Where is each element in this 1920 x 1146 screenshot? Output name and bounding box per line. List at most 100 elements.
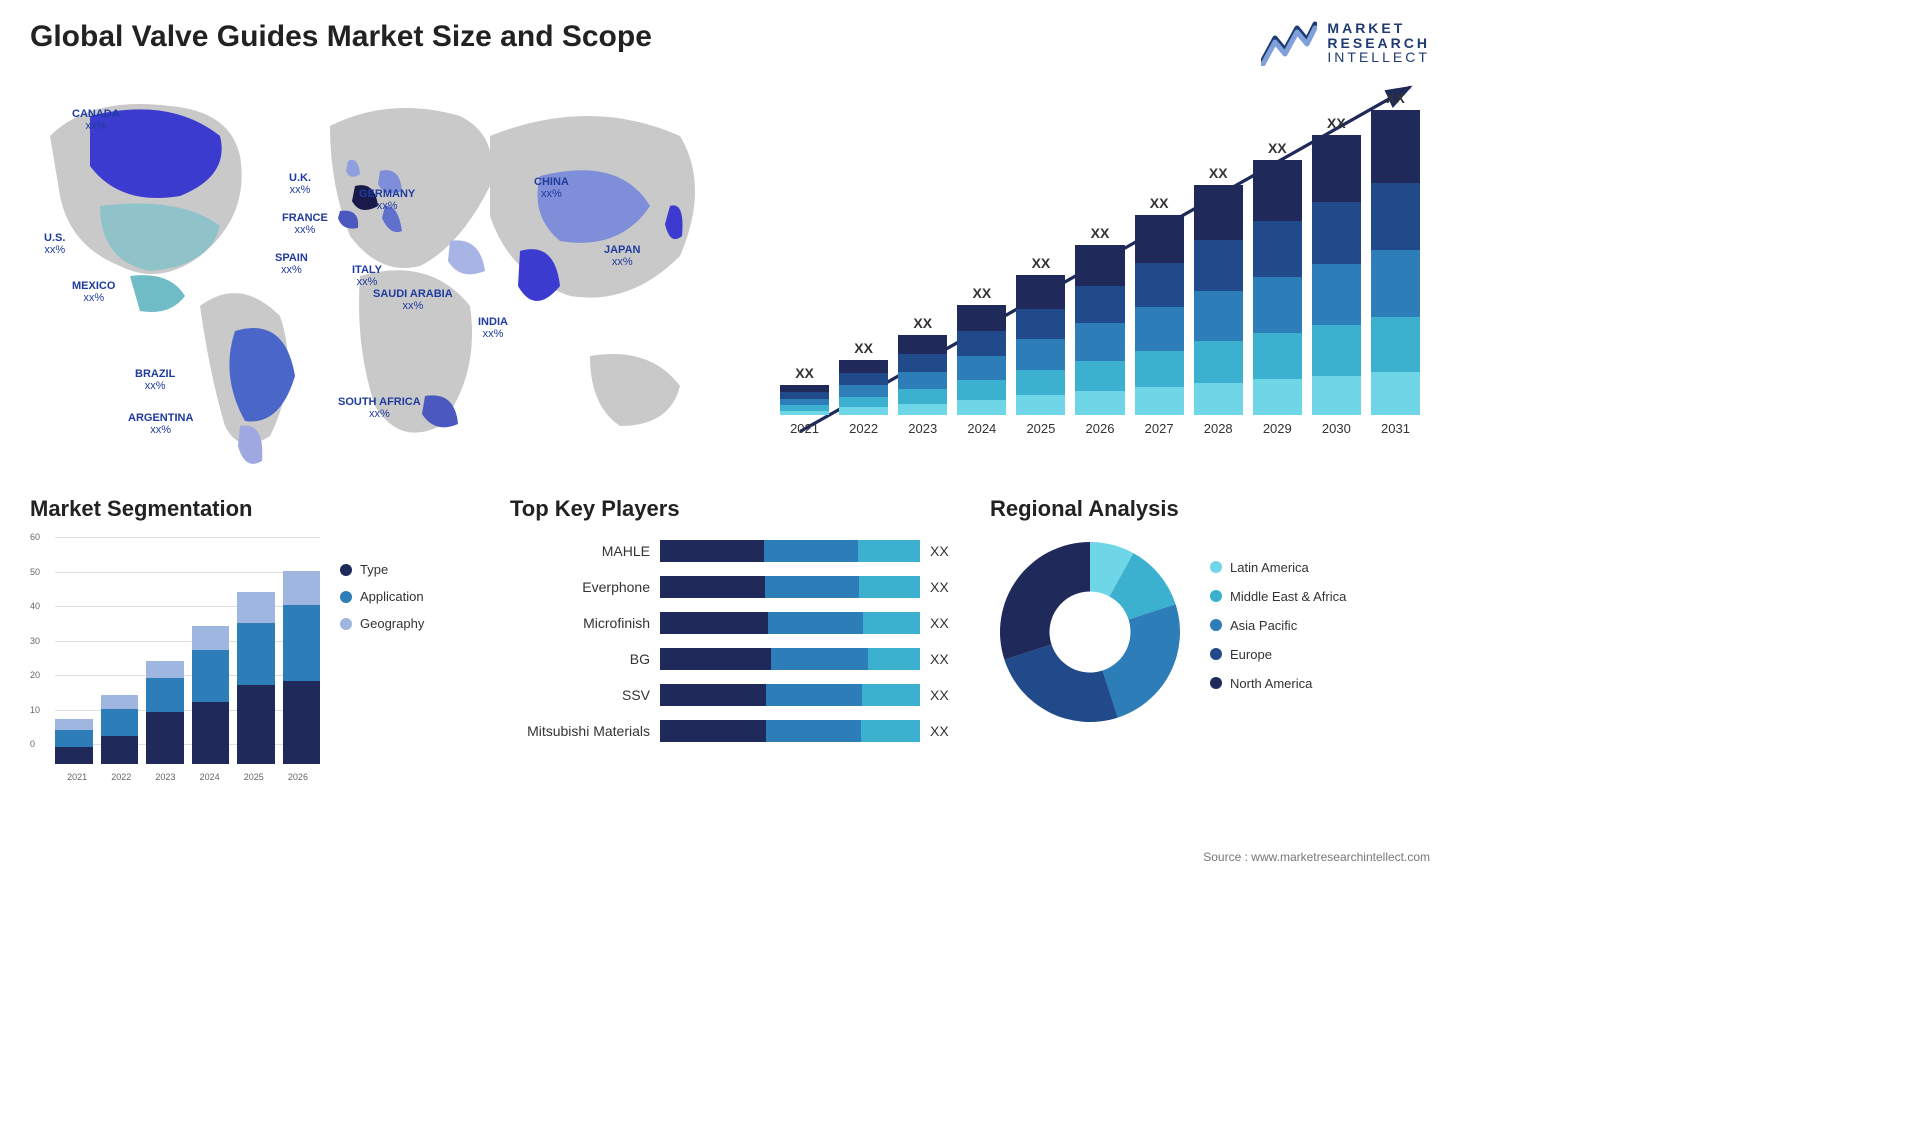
legend-label: Type	[360, 562, 388, 577]
kp-segment	[861, 720, 920, 742]
seg-y-tick: 50	[30, 567, 40, 577]
forecast-value-label: XX	[795, 365, 814, 381]
forecast-seg	[957, 380, 1006, 400]
kp-segment	[862, 684, 920, 706]
regional-legend-item: Europe	[1210, 647, 1430, 662]
seg-y-tick: 10	[30, 705, 40, 715]
forecast-seg	[1135, 307, 1184, 351]
seg-segment	[283, 681, 321, 764]
seg-y-tick: 40	[30, 601, 40, 611]
seg-y-tick: 0	[30, 739, 35, 749]
map-label-france: FRANCExx%	[282, 212, 328, 236]
seg-segment	[237, 685, 275, 764]
legend-label: Europe	[1230, 647, 1272, 662]
seg-segment	[101, 736, 139, 764]
seg-x-tick: 2026	[276, 772, 320, 782]
key-player-name: Mitsubishi Materials	[510, 723, 660, 739]
brand-line2: RESEARCH	[1327, 36, 1430, 51]
regional-legend: Latin America Middle East & Africa Asia Pa…	[1210, 560, 1430, 705]
world-map: CANADAxx%U.S.xx%MEXICOxx%BRAZILxx%ARGENT…	[30, 76, 730, 476]
regional-title: Regional Analysis	[990, 496, 1430, 522]
key-player-row: SSVXX	[510, 681, 950, 709]
forecast-seg	[1075, 391, 1124, 415]
forecast-seg	[898, 354, 947, 372]
forecast-seg	[957, 400, 1006, 415]
key-player-row: EverphoneXX	[510, 573, 950, 601]
forecast-seg	[1312, 202, 1361, 264]
forecast-seg	[1016, 309, 1065, 340]
seg-x-tick: 2024	[188, 772, 232, 782]
regional-legend-item: Asia Pacific	[1210, 618, 1430, 633]
map-label-brazil: BRAZILxx%	[135, 368, 175, 392]
forecast-seg	[1016, 370, 1065, 395]
brand-line1: MARKET	[1327, 21, 1430, 36]
seg-bar-2022	[101, 695, 139, 764]
forecast-seg	[1016, 275, 1065, 309]
kp-segment	[858, 540, 920, 562]
seg-segment	[55, 747, 93, 764]
forecast-value-label: XX	[1386, 90, 1405, 106]
forecast-seg	[1253, 160, 1302, 221]
map-label-china: CHINAxx%	[534, 176, 569, 200]
legend-label: Geography	[360, 616, 424, 631]
regional-panel: Regional Analysis Latin America Middle Ea…	[990, 496, 1430, 796]
brand-mark-icon	[1261, 20, 1317, 66]
forecast-chart: XX2021XX2022XX2023XX2024XX2025XX2026XX20…	[770, 76, 1430, 476]
forecast-value-label: XX	[1268, 140, 1287, 156]
forecast-seg	[1194, 341, 1243, 382]
forecast-bar-2024: XX2024	[957, 285, 1006, 436]
forecast-year-label: 2029	[1263, 421, 1292, 436]
legend-swatch-icon	[340, 591, 352, 603]
forecast-year-label: 2027	[1145, 421, 1174, 436]
seg-x-tick: 2023	[143, 772, 187, 782]
forecast-seg	[780, 392, 829, 399]
key-player-row: MAHLEXX	[510, 537, 950, 565]
forecast-seg	[1135, 215, 1184, 263]
regional-donut	[990, 532, 1190, 732]
kp-value-label: XX	[930, 723, 949, 739]
kp-segment	[660, 612, 768, 634]
map-label-south-africa: SOUTH AFRICAxx%	[338, 396, 421, 420]
regional-legend-item: Latin America	[1210, 560, 1430, 575]
forecast-value-label: XX	[1150, 195, 1169, 211]
legend-label: Application	[360, 589, 424, 604]
map-label-india: INDIAxx%	[478, 316, 508, 340]
kp-segment	[660, 648, 771, 670]
map-label-mexico: MEXICOxx%	[72, 280, 115, 304]
key-player-name: Everphone	[510, 579, 660, 595]
forecast-seg	[780, 385, 829, 392]
seg-segment	[283, 571, 321, 606]
seg-bar-2021	[55, 719, 93, 764]
forecast-year-label: 2031	[1381, 421, 1410, 436]
forecast-bar-2023: XX2023	[898, 315, 947, 436]
legend-swatch-icon	[340, 564, 352, 576]
forecast-seg	[898, 372, 947, 390]
key-player-row: BGXX	[510, 645, 950, 673]
forecast-bar-2022: XX2022	[839, 340, 888, 436]
forecast-bar-2028: XX2028	[1194, 165, 1243, 436]
forecast-seg	[1371, 110, 1420, 183]
brand-logo: MARKET RESEARCH INTELLECT	[1261, 20, 1430, 66]
seg-bar-2024	[192, 626, 230, 764]
seg-segment	[101, 695, 139, 709]
forecast-seg	[1312, 135, 1361, 202]
seg-legend-item: Type	[340, 562, 470, 577]
forecast-year-label: 2024	[967, 421, 996, 436]
forecast-seg	[780, 411, 829, 415]
kp-segment	[859, 576, 920, 598]
map-label-canada: CANADAxx%	[72, 108, 120, 132]
forecast-seg	[1371, 250, 1420, 317]
legend-label: North America	[1230, 676, 1312, 691]
seg-segment	[192, 650, 230, 702]
forecast-seg	[839, 360, 888, 373]
regional-legend-item: Middle East & Africa	[1210, 589, 1430, 604]
seg-segment	[192, 626, 230, 650]
map-label-japan: JAPANxx%	[604, 244, 640, 268]
forecast-bar-2029: XX 2029	[1253, 140, 1302, 436]
forecast-seg	[839, 373, 888, 385]
legend-label: Latin America	[1230, 560, 1309, 575]
seg-x-tick: 2025	[232, 772, 276, 782]
kp-segment	[660, 720, 766, 742]
kp-segment	[765, 576, 859, 598]
key-player-row: MicrofinishXX	[510, 609, 950, 637]
